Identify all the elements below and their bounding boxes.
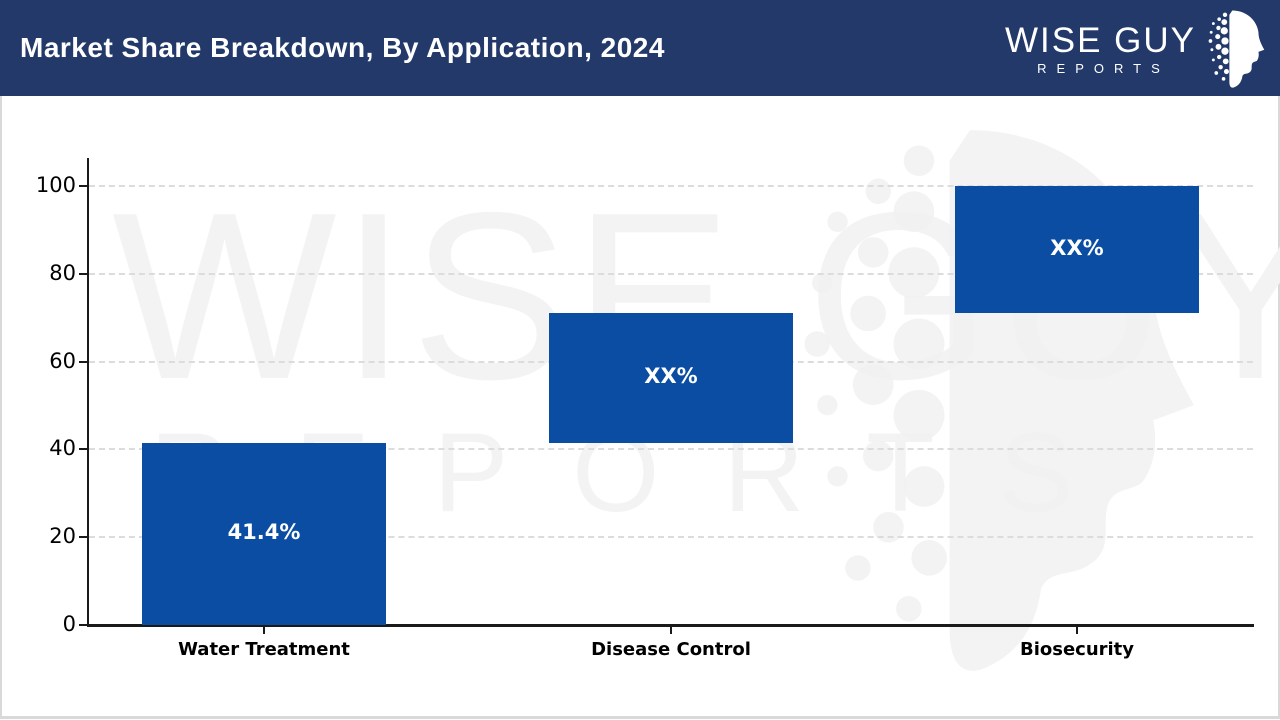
wise-guy-reports-logo: WISE GUY REPORTS — [1005, 6, 1266, 92]
y-tick-mark — [79, 624, 87, 626]
y-tick-label: 100 — [35, 173, 76, 197]
logo-text: WISE GUY REPORTS — [1004, 20, 1196, 76]
y-tick-mark — [79, 360, 87, 363]
y-tick-mark — [79, 272, 87, 275]
y-tick-label: 20 — [49, 524, 76, 549]
head-profile-icon — [1208, 10, 1265, 88]
gridline-80 — [89, 272, 1253, 275]
bar-value-label: XX% — [644, 364, 698, 389]
y-tick-label: 60 — [49, 348, 76, 373]
logo-wordmark: WISE GUY — [1004, 20, 1196, 60]
x-tick-mark — [670, 627, 672, 634]
x-tick-mark — [263, 627, 265, 634]
y-tick-label: 80 — [49, 260, 76, 285]
y-tick-mark — [79, 185, 87, 187]
x-axis-label: Disease Control — [591, 639, 751, 660]
page-title: Market Share Breakdown, By Application, … — [20, 32, 665, 63]
logo-subtitle: REPORTS — [1037, 60, 1170, 76]
y-tick-mark — [79, 536, 87, 539]
bar-water-treatment — [142, 443, 386, 625]
x-axis-spine — [87, 624, 1254, 627]
header-bar: Market Share Breakdown, By Application, … — [0, 0, 1280, 96]
x-axis-label: Biosecurity — [1019, 639, 1135, 660]
x-tick-mark — [1076, 627, 1078, 634]
y-tick-label: 40 — [49, 436, 76, 461]
bar-value-label: XX% — [1050, 235, 1104, 260]
x-axis-label: Water Treatment — [178, 639, 350, 660]
y-tick-label: 0 — [62, 612, 76, 636]
bar-biosecurity — [955, 186, 1199, 314]
gridline-40 — [89, 448, 1253, 451]
y-tick-mark — [79, 448, 87, 451]
bar-disease-control — [549, 313, 793, 444]
gridline-100 — [89, 185, 1253, 187]
y-axis-spine — [87, 158, 89, 626]
bar-value-label: 41.4% — [227, 520, 301, 545]
gridline-20 — [89, 536, 1253, 539]
